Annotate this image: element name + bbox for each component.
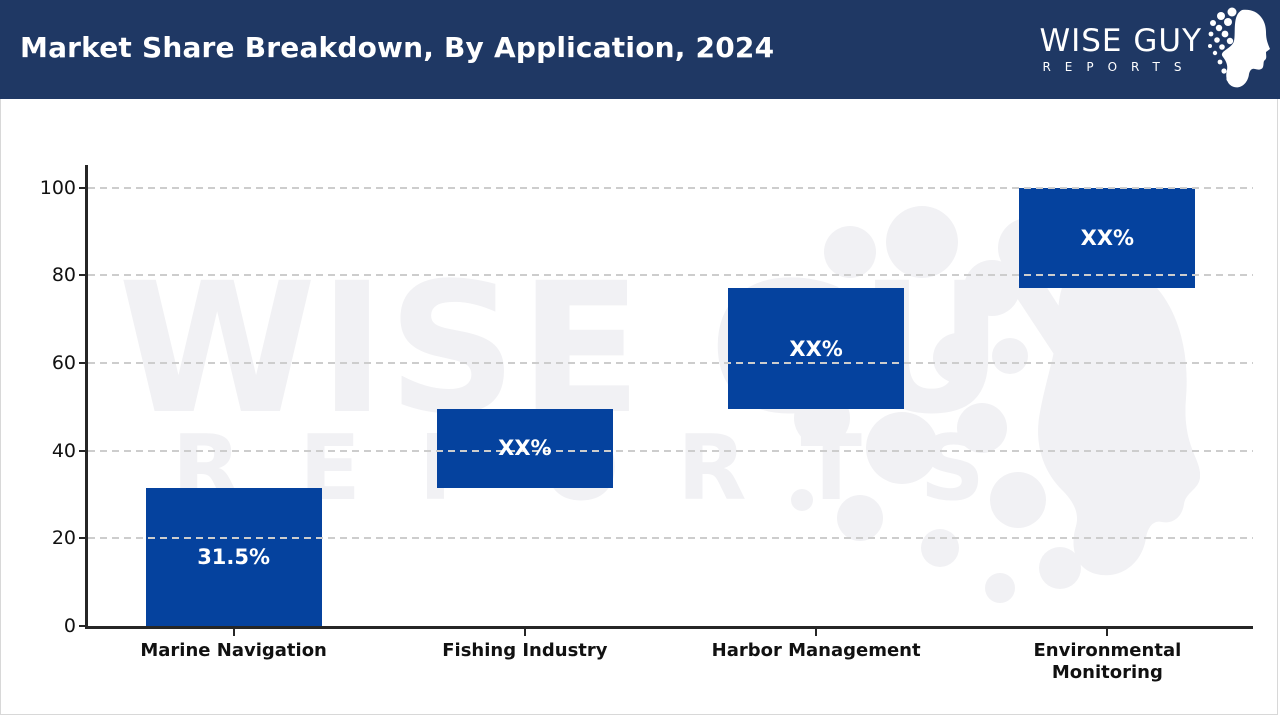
- y-axis-tickmark: [79, 274, 87, 277]
- y-axis-tickmark: [79, 537, 87, 540]
- bar-value-label: 31.5%: [197, 544, 271, 569]
- y-axis-line: [85, 165, 88, 629]
- gridline-y40: [88, 449, 1253, 452]
- x-axis-label-harbor-management: Harbor Management: [711, 640, 921, 661]
- x-axis-tickmark: [232, 629, 235, 636]
- bar-marine-navigation: [145, 487, 322, 626]
- bar-value-label: XX%: [789, 336, 843, 361]
- y-axis-label-80: 80: [51, 264, 76, 287]
- y-axis-label-20: 20: [51, 527, 76, 550]
- gridline-y100: [88, 186, 1253, 189]
- x-axis-tickmark: [815, 629, 818, 636]
- bar-fishing-industry: [436, 408, 613, 488]
- x-axis-label-environmental-monitoring: Environmental Monitoring: [1033, 640, 1182, 683]
- header-bar: Market Share Breakdown, By Application, …: [0, 0, 1280, 99]
- gridline-y60: [88, 361, 1253, 364]
- y-axis-tickmark: [79, 449, 87, 452]
- x-axis-tickmark: [1106, 629, 1109, 636]
- y-axis-tickmark: [79, 186, 87, 189]
- bar-value-label: XX%: [1080, 225, 1135, 250]
- y-axis-tickmark: [79, 625, 87, 627]
- brand-text: WISE GUY REPORTS: [1039, 25, 1202, 75]
- gridline-y80: [88, 274, 1253, 277]
- report-title: Market Share Breakdown, By Application, …: [20, 31, 775, 64]
- brand-logo: WISE GUY REPORTS: [1039, 7, 1270, 93]
- x-axis-label-marine-navigation: Marine Navigation: [140, 640, 327, 661]
- brand-name: WISE GUY: [1039, 22, 1202, 59]
- brand-subtitle: REPORTS: [1042, 60, 1196, 75]
- bar-value-label: XX%: [498, 436, 552, 461]
- x-axis-line: [85, 626, 1253, 629]
- gridline-y20: [88, 537, 1253, 540]
- x-axis-label-fishing-industry: Fishing Industry: [442, 640, 608, 661]
- brand-head-icon: [1208, 7, 1270, 87]
- y-axis-label-100: 100: [39, 176, 76, 199]
- y-axis-label-40: 40: [51, 439, 76, 462]
- y-axis-label-0: 0: [63, 615, 76, 637]
- y-axis-label-60: 60: [51, 351, 76, 374]
- x-axis-tickmark: [523, 629, 526, 636]
- y-axis-tickmark: [79, 361, 87, 364]
